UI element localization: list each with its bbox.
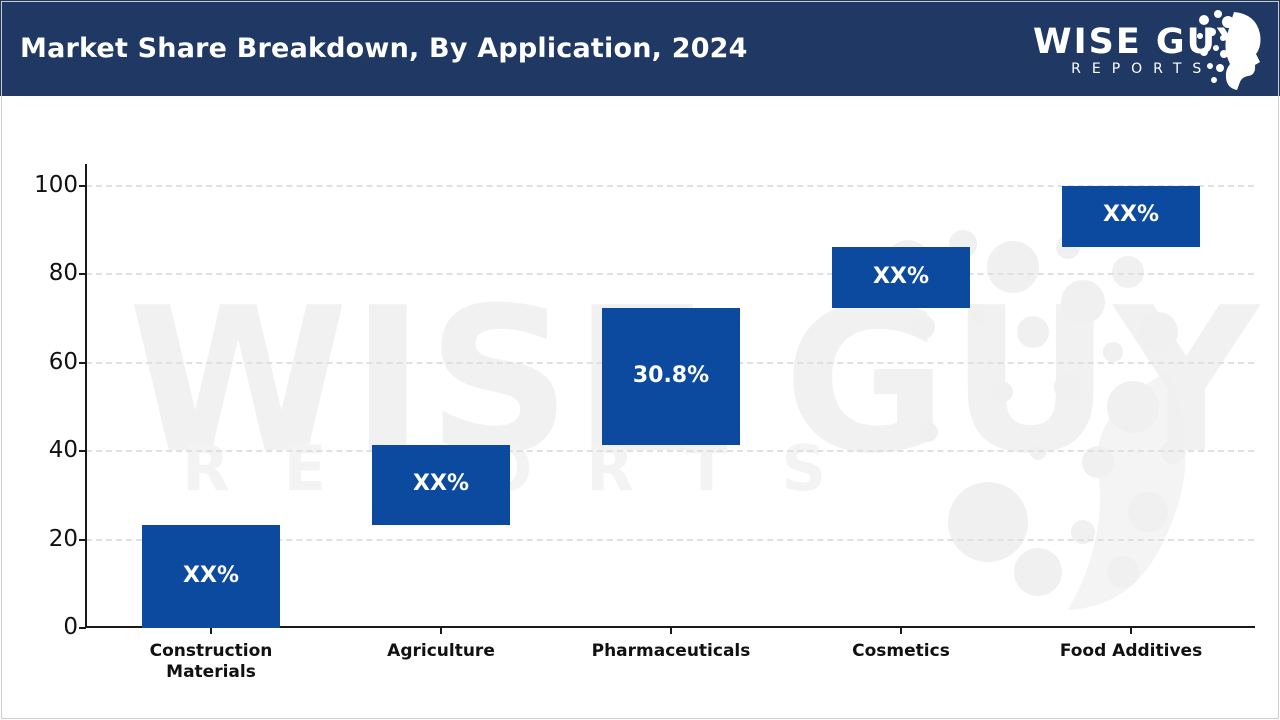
- x-category-label: Food Additives: [1059, 641, 1203, 661]
- x-axis-line: [85, 626, 1255, 628]
- watermark-face-dots-icon: [886, 230, 1186, 610]
- y-axis-tick-label: 0: [63, 614, 78, 640]
- gridline: [86, 185, 1254, 187]
- y-axis-tick-label: 20: [48, 525, 78, 552]
- y-axis-tick: [79, 450, 86, 453]
- x-axis-tick: [1130, 628, 1132, 634]
- bar-value-label: 30.8%: [632, 362, 710, 388]
- brand-logo-text: WISE GUY REPORTS: [1033, 24, 1244, 77]
- y-axis-tick-label: 80: [48, 260, 78, 287]
- x-category-label: Pharmaceuticals: [591, 641, 751, 661]
- bar-value-label: XX%: [873, 263, 929, 289]
- x-axis-tick: [670, 628, 672, 634]
- chart-title: Market Share Breakdown, By Application, …: [20, 32, 748, 64]
- y-axis-tick: [79, 627, 86, 629]
- gridline: [86, 538, 1254, 541]
- x-category-label: Construction Materials: [149, 641, 273, 682]
- brand-subtitle: REPORTS: [1071, 61, 1213, 77]
- gridline: [86, 273, 1254, 276]
- bar: [832, 246, 970, 309]
- x-category-label: Cosmetics: [852, 641, 950, 661]
- y-axis-tick-label: 60: [48, 348, 78, 375]
- brand-logo: WISE GUY REPORTS: [1013, 8, 1261, 90]
- y-axis-tick-label: 100: [34, 172, 78, 198]
- bar-value-label: XX%: [413, 471, 469, 496]
- y-axis-tick: [79, 185, 86, 187]
- y-axis-tick: [79, 273, 86, 276]
- bar: [1062, 186, 1200, 247]
- bar-value-label: XX%: [1103, 202, 1159, 228]
- y-axis-line: [85, 164, 87, 628]
- plot-area: 0 20 40 60 80 100 XX% Construction Materials XX%…: [0, 96, 1280, 720]
- bar: [142, 525, 280, 628]
- y-axis-tick: [79, 361, 86, 364]
- bar: [372, 444, 510, 526]
- bar: [602, 308, 740, 445]
- brand-face-icon: [1197, 10, 1261, 90]
- x-axis-tick: [900, 628, 902, 634]
- y-axis-tick-label: 40: [48, 437, 78, 464]
- x-axis-tick: [210, 628, 212, 634]
- y-axis-tick: [79, 538, 86, 541]
- x-category-label: Agriculture: [387, 641, 495, 661]
- header-bar: Market Share Breakdown, By Application, …: [0, 0, 1280, 96]
- x-axis-tick: [440, 628, 442, 634]
- bar-value-label: XX%: [183, 562, 239, 588]
- brand-name: WISE GUY: [1033, 22, 1245, 62]
- gridline: [86, 450, 1254, 453]
